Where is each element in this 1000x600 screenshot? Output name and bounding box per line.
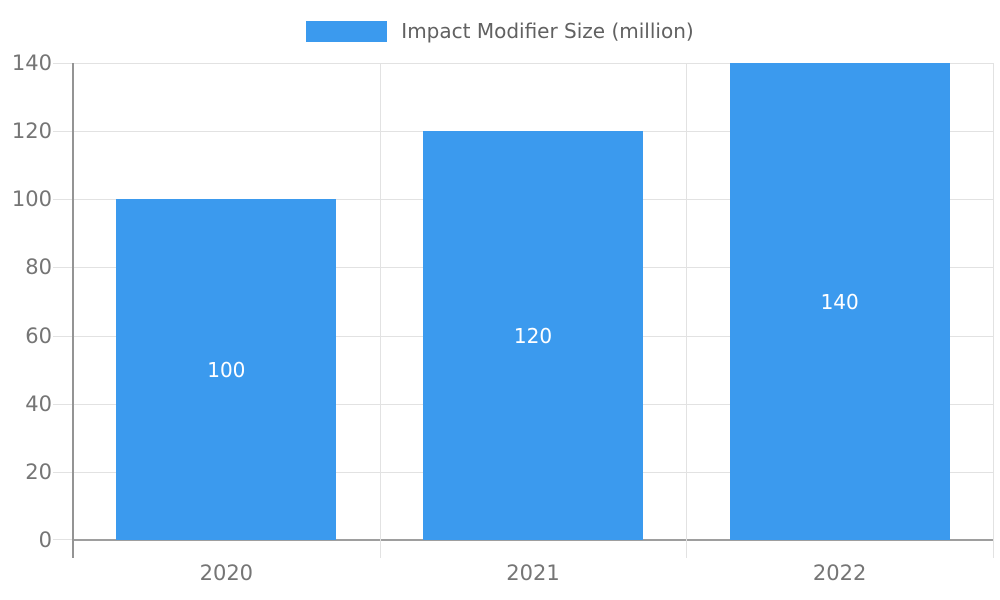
bar-value-label: 120 <box>513 323 553 348</box>
legend-swatch-icon <box>306 20 388 42</box>
x-axis-tick-label: 2020 <box>199 561 254 585</box>
y-axis-tick-label: 20 <box>25 459 52 484</box>
y-axis-tick-label: 80 <box>25 255 52 280</box>
bar-2021[interactable] <box>423 131 643 540</box>
y-tick <box>53 539 73 540</box>
bar-2022[interactable] <box>729 63 950 540</box>
plot-right-border <box>993 63 994 558</box>
bar-value-label: 100 <box>207 357 246 382</box>
x-axis-line <box>73 539 993 541</box>
y-axis-tick-label: 140 <box>11 51 52 75</box>
y-axis-tick-label: 40 <box>25 391 52 416</box>
x-gridline <box>686 63 688 558</box>
legend-label: Impact Modifier Size (million) <box>401 19 694 43</box>
y-axis-tick-label: 100 <box>11 187 52 212</box>
bar-value-label: 140 <box>820 289 859 314</box>
y-axis-tick-label: 120 <box>11 119 52 144</box>
legend: Impact Modifier Size (million) <box>0 19 1000 43</box>
bar-2020[interactable] <box>116 199 337 540</box>
y-axis-tick-label: 60 <box>25 323 52 348</box>
x-gridline <box>379 63 381 558</box>
y-gridline <box>53 63 993 64</box>
y-axis-tick-label: 0 <box>38 528 52 552</box>
y-axis-line <box>72 63 74 558</box>
x-axis-tick-label: 2022 <box>812 561 867 585</box>
x-axis-tick-label: 2021 <box>506 561 560 585</box>
